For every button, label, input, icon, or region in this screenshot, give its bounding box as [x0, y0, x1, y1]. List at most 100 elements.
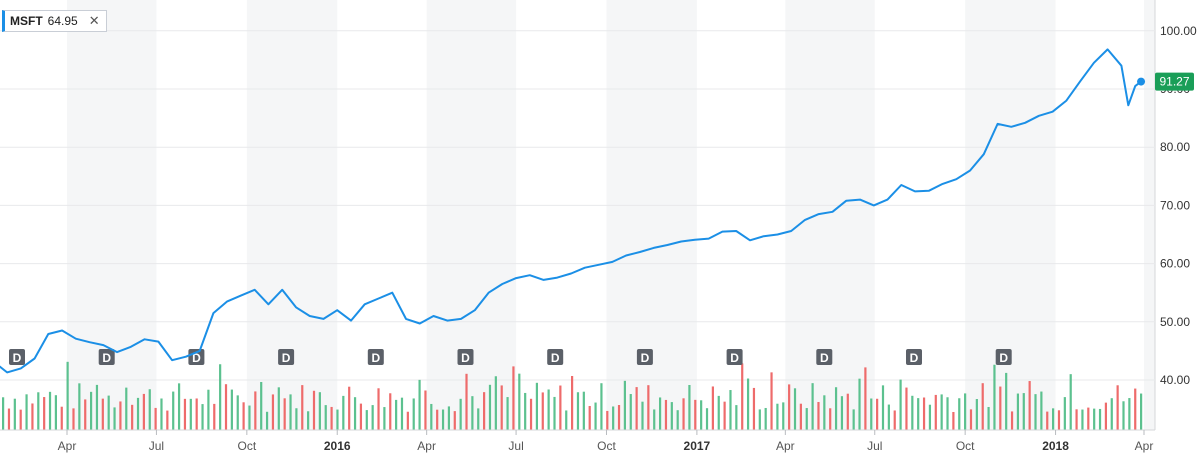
volume-bar [283, 398, 286, 430]
dividend-marker[interactable]: D [816, 349, 833, 365]
volume-bar [72, 408, 75, 430]
dividend-marker-box [457, 349, 474, 365]
volume-bar [359, 403, 363, 430]
band [874, 0, 966, 430]
volume-bar [1052, 408, 1055, 430]
volume-bar [653, 409, 656, 430]
dividend-marker[interactable]: D [547, 349, 564, 365]
band [516, 0, 607, 430]
dividend-marker-box [995, 349, 1012, 365]
volume-bar [330, 406, 333, 430]
volume-bar [623, 380, 626, 430]
volume-bar [571, 375, 574, 430]
volume-bar [547, 389, 550, 430]
volume-bar [735, 405, 738, 430]
dividend-marker[interactable]: D [9, 349, 25, 365]
volume-bar [829, 408, 832, 430]
volume-bar [166, 410, 169, 430]
dividend-marker[interactable]: D [726, 349, 743, 365]
volume-bar [353, 397, 357, 430]
volume-bar [318, 392, 321, 430]
y-tick-label: 80.00 [1160, 140, 1190, 154]
volume-bar [553, 396, 556, 430]
x-tick-label: 2018 [1042, 439, 1069, 453]
volume-bar [934, 394, 937, 430]
y-tick-label: 100.00 [1160, 24, 1197, 38]
dividend-marker[interactable]: D [278, 349, 295, 365]
volume-bar [160, 398, 163, 430]
volume-bar [964, 393, 967, 430]
volume-bar [48, 391, 52, 430]
dividend-marker-box [547, 349, 564, 365]
dividend-marker[interactable]: D [636, 349, 653, 365]
last-price-badge-box [1155, 72, 1194, 91]
x-axis: Apr Jul Oct 2016 Apr Jul Oct 2017 Apr Jul Oct 2018 A… [0, 429, 1155, 453]
x-tick-label: Apr [776, 439, 795, 453]
band [0, 0, 67, 430]
dividend-marker-label: D [282, 351, 291, 365]
volume-bar [928, 404, 932, 430]
volume-bar [230, 389, 233, 430]
volume-bar [1081, 409, 1084, 430]
volume-bar [1046, 411, 1049, 430]
price-series-line [0, 48, 1142, 374]
volume-bar [588, 405, 591, 430]
volume-bar [629, 394, 632, 430]
band [156, 0, 247, 430]
volume-bar [207, 389, 210, 430]
volume-bar [676, 410, 679, 430]
volume-bar [1016, 393, 1020, 430]
volume-bar [224, 384, 228, 430]
volume-bar [37, 392, 40, 430]
volume-bar [395, 399, 398, 430]
dividend-marker-label: D [551, 351, 560, 365]
dividend-marker[interactable]: D [98, 349, 115, 365]
volume-bar [1022, 393, 1025, 430]
volume-bar [271, 394, 275, 430]
volume-bar [488, 384, 492, 430]
dividend-marker[interactable]: D [367, 349, 384, 365]
volume-bar [54, 395, 57, 430]
volume-bar [400, 397, 404, 430]
volume-bar [424, 390, 427, 430]
y-tick-label: 70.00 [1160, 198, 1190, 212]
volume-bar [195, 398, 198, 430]
volume-bar [107, 395, 110, 430]
volume-bar [764, 407, 767, 430]
volume-bar [770, 372, 773, 430]
volume-bar [606, 410, 609, 430]
volume-bar [453, 411, 456, 430]
volume-bar [840, 396, 844, 430]
dividend-marker[interactable]: D [906, 349, 922, 365]
volume-bar [524, 392, 527, 430]
x-tick-label: Jul [149, 439, 164, 453]
dividend-marker[interactable]: D [457, 349, 474, 365]
volume-bar [940, 394, 943, 430]
band [337, 0, 427, 430]
volume-bar [1040, 391, 1043, 430]
volume-bar [958, 398, 961, 430]
volume-bar [60, 406, 63, 430]
volume-bar [658, 397, 662, 430]
volume-bar [43, 397, 46, 430]
volume-bar [101, 398, 104, 430]
x-tick-label: Jul [508, 439, 523, 453]
volume-bar [265, 411, 269, 430]
dividend-marker-label: D [461, 351, 470, 365]
dividend-marker-label: D [730, 351, 739, 365]
dividend-marker-label: D [371, 351, 380, 365]
close-icon[interactable]: ✕ [88, 13, 100, 28]
volume-bar [799, 403, 802, 430]
volume-bar [119, 401, 122, 430]
volume-bar [1057, 410, 1061, 430]
dividend-marker-label: D [13, 351, 22, 365]
volume-bar [917, 398, 920, 430]
x-tick-label: Oct [237, 439, 256, 453]
volume-bar [594, 402, 597, 430]
dividend-marker[interactable]: D [995, 349, 1012, 365]
volume-bar [465, 373, 468, 430]
dividend-marker-label: D [999, 351, 1008, 365]
symbol-legend[interactable]: MSFT 64.95 ✕ [2, 10, 107, 32]
